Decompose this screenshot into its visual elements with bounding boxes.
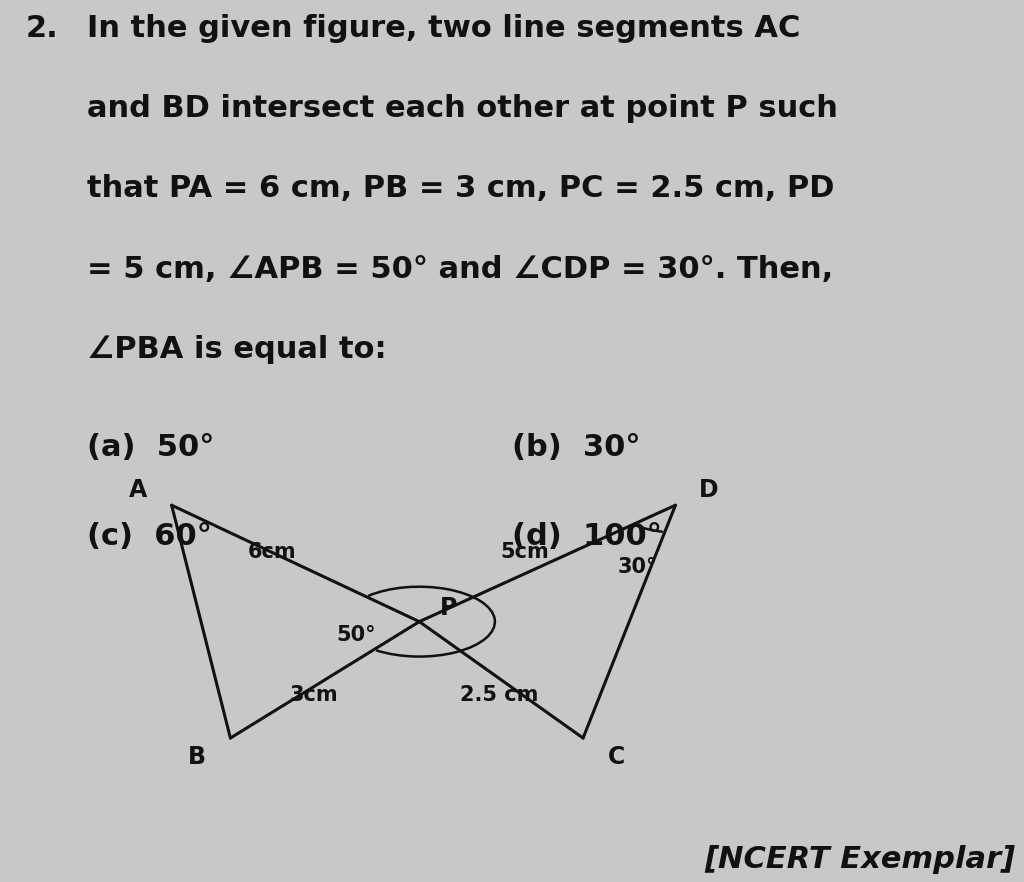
Text: 30°: 30° [617,557,657,578]
Text: 3cm: 3cm [290,685,339,706]
Text: A: A [129,478,147,502]
Text: (a)  50°: (a) 50° [87,433,214,462]
Text: 5cm: 5cm [500,542,549,562]
Text: 2.: 2. [26,14,58,42]
Text: D: D [699,478,719,502]
Text: and BD intersect each other at point P such: and BD intersect each other at point P s… [87,94,838,123]
Text: 2.5 cm: 2.5 cm [460,685,539,706]
Text: that PA = 6 cm, PB = 3 cm, PC = 2.5 cm, PD: that PA = 6 cm, PB = 3 cm, PC = 2.5 cm, … [87,175,835,203]
Text: (d)  100°: (d) 100° [512,522,662,550]
Text: 6cm: 6cm [248,542,297,562]
Text: B: B [187,745,206,769]
Text: P: P [440,596,458,620]
Text: ∠PBA is equal to:: ∠PBA is equal to: [87,335,387,363]
Text: In the given figure, two line segments AC: In the given figure, two line segments A… [87,14,801,42]
Text: C: C [608,745,626,769]
Text: = 5 cm, ∠APB = 50° and ∠CDP = 30°. Then,: = 5 cm, ∠APB = 50° and ∠CDP = 30°. Then, [87,255,834,283]
Text: (b)  30°: (b) 30° [512,433,640,462]
Text: 50°: 50° [337,625,376,646]
Text: [NCERT Exemplar]: [NCERT Exemplar] [705,846,1016,874]
Text: (c)  60°: (c) 60° [87,522,212,550]
